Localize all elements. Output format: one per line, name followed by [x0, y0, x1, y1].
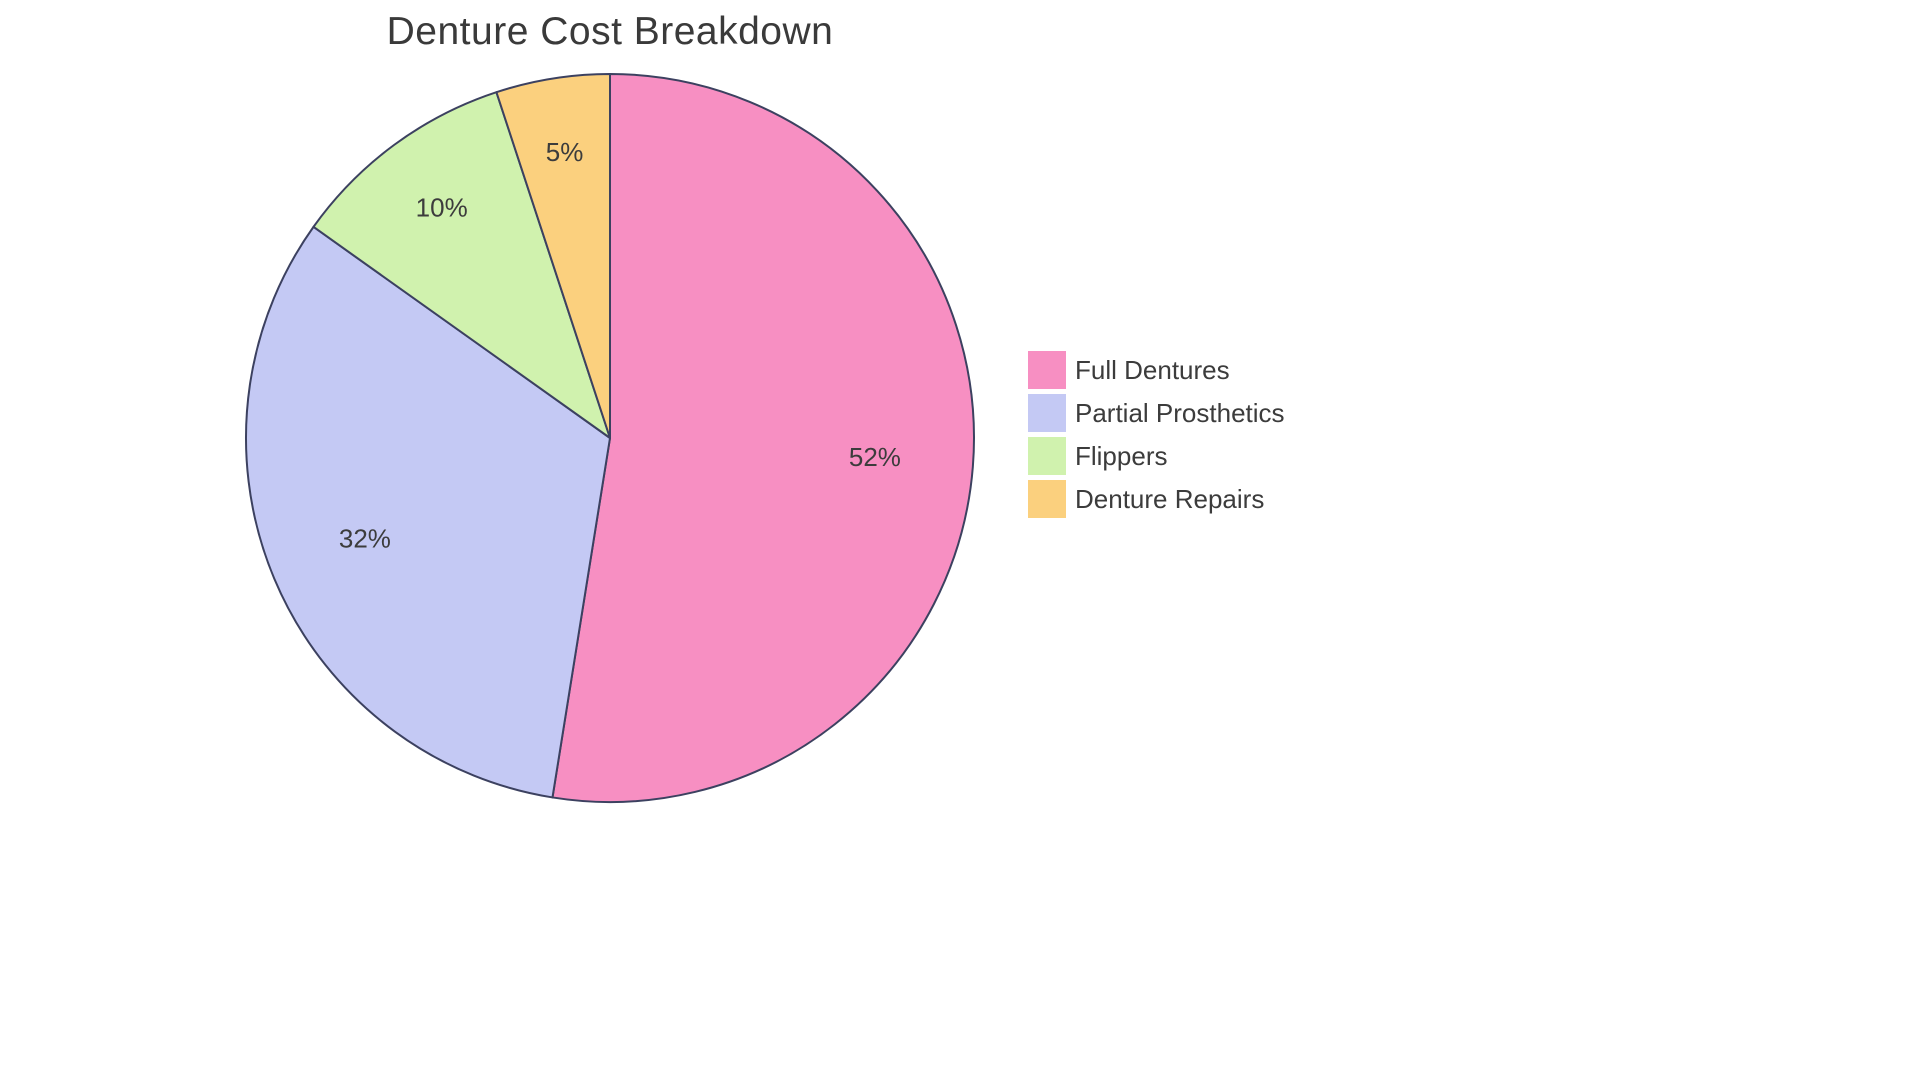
slice-label-denture-repairs: 5% [546, 137, 584, 167]
legend-swatch-denture-repairs [1028, 480, 1066, 518]
slice-label-flippers: 10% [416, 192, 468, 222]
chart-title: Denture Cost Breakdown [386, 10, 834, 53]
slice-label-full-dentures: 52% [849, 442, 901, 472]
legend-swatch-full-dentures [1028, 351, 1066, 389]
legend-item-denture-repairs: Denture Repairs [1028, 480, 1285, 518]
pie-slice-denture-repairs [495, 73, 611, 439]
pie-slice-partial-prosthetics [245, 225, 611, 799]
legend-item-flippers: Flippers [1028, 437, 1285, 475]
legend-item-partial-prosthetics: Partial Prosthetics [1028, 394, 1285, 432]
legend-item-full-dentures: Full Dentures [1028, 351, 1285, 389]
slice-label-partial-prosthetics: 32% [339, 524, 391, 554]
pie-slice-flippers [312, 91, 611, 439]
legend-label-partial-prosthetics: Partial Prosthetics [1075, 397, 1285, 428]
legend-label-full-dentures: Full Dentures [1075, 354, 1230, 385]
pie-slice-full-dentures [551, 73, 975, 803]
legend-label-denture-repairs: Denture Repairs [1075, 483, 1265, 514]
legend-swatch-partial-prosthetics [1028, 394, 1066, 432]
legend: Full Dentures Partial Prosthetics Flippers… [1028, 351, 1285, 518]
legend-swatch-flippers [1028, 437, 1066, 475]
legend-label-flippers: Flippers [1075, 440, 1168, 471]
